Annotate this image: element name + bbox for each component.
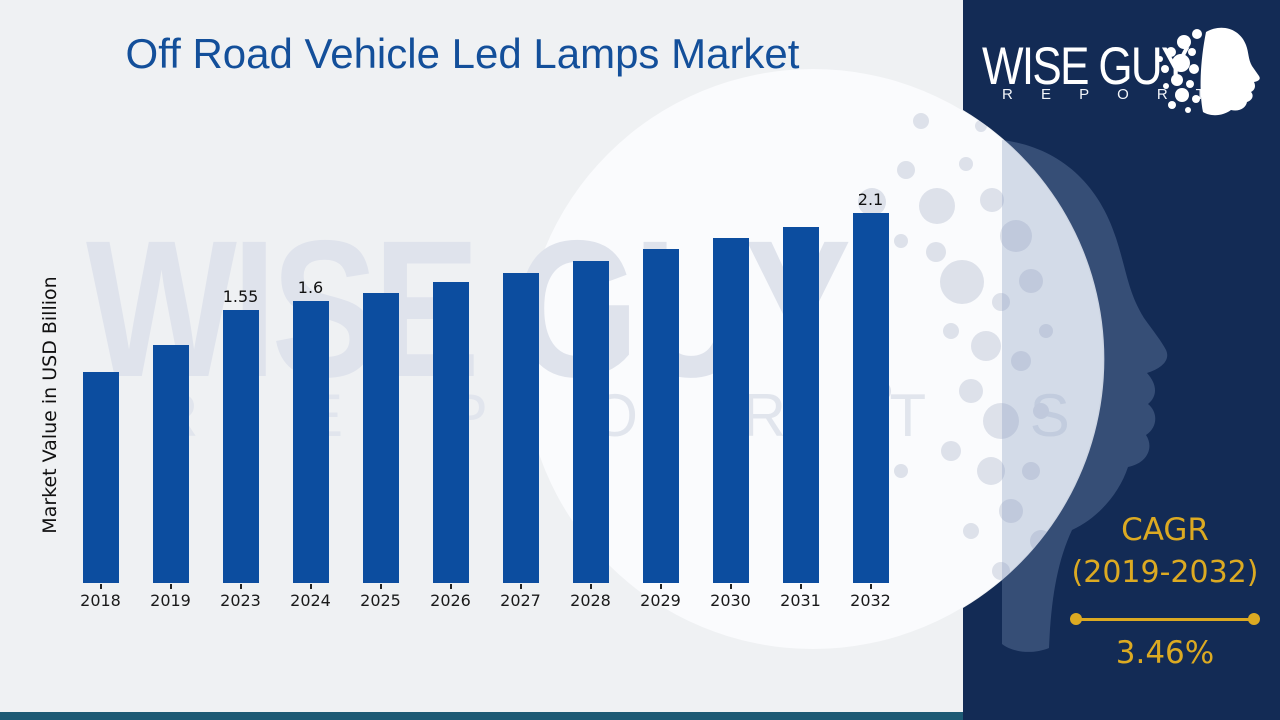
bar-2018 [82,372,119,583]
brand-logo-text: WISE GUY [982,37,1190,96]
x-tick-2027 [519,584,522,589]
x-label-2019: 2019 [150,591,191,610]
cagr-block: CAGR (2019-2032) 3.46% [1045,512,1280,671]
x-label-2024: 2024 [290,591,331,610]
x-tick-2032 [869,584,872,589]
cagr-heading: CAGR [1121,512,1209,548]
bar-2024 [292,301,329,583]
x-tick-2018 [99,584,102,589]
x-tick-2025 [379,584,382,589]
x-tick-2024 [309,584,312,589]
x-label-2018: 2018 [80,591,121,610]
x-label-2028: 2028 [570,591,611,610]
x-label-2023: 2023 [220,591,261,610]
brand-face-icon [1157,27,1260,116]
x-tick-2029 [659,584,662,589]
x-tick-2031 [799,584,802,589]
footer-bar [0,712,963,720]
bar-value-label-2032: 2.1 [857,190,884,209]
x-tick-2023 [239,584,242,589]
x-tick-2026 [449,584,452,589]
x-label-2027: 2027 [500,591,541,610]
x-label-2026: 2026 [430,591,471,610]
divider-dot-right [1248,613,1260,626]
bar-2029 [642,249,679,583]
divider-rule [1078,618,1252,621]
x-label-2031: 2031 [780,591,821,610]
bar-2028 [572,261,609,583]
bar-2032 [852,213,889,583]
x-label-2025: 2025 [360,591,401,610]
bar-2023 [222,310,259,583]
cagr-value: 3.46% [1115,635,1215,672]
x-label-2029: 2029 [640,591,681,610]
face-profile-watermark [1002,140,1168,652]
page-title: Off Road Vehicle Led Lamps Market [125,30,800,77]
bar-value-label-2023: 1.55 [222,287,259,306]
bar-2026 [432,282,469,583]
x-tick-2030 [729,584,732,589]
bar-2025 [362,293,399,583]
x-tick-2028 [589,584,592,589]
bar-2027 [502,273,539,583]
cagr-range: (2019-2032) [1071,555,1259,591]
divider-dot-left [1070,613,1082,626]
cagr-divider [1070,613,1260,626]
bar-2031 [782,227,819,583]
x-label-2032: 2032 [850,591,891,610]
bar-value-label-2024: 1.6 [297,278,324,297]
x-tick-2019 [169,584,172,589]
x-label-2030: 2030 [710,591,751,610]
bar-2030 [712,238,749,583]
side-panel-shape [963,0,1280,720]
bar-2019 [152,345,189,583]
